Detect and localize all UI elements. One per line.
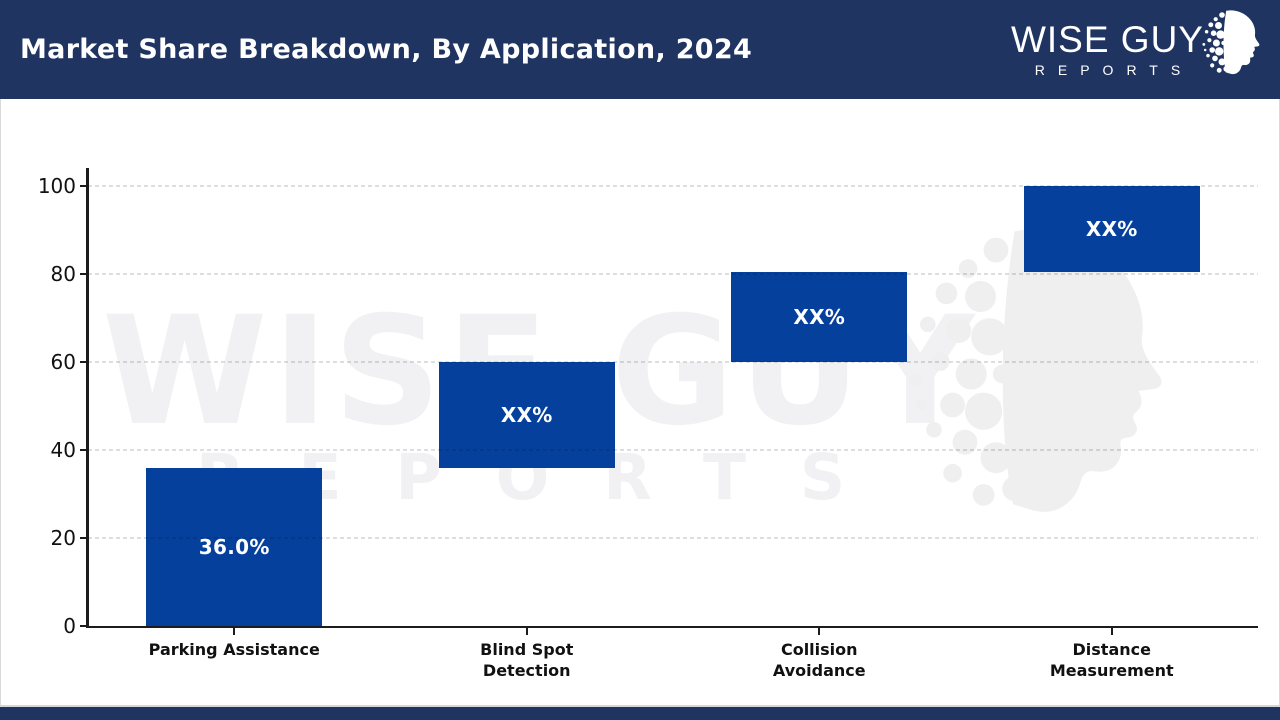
y-tick-label: 0 <box>63 614 76 638</box>
logo-wordmark: WISE GUY <box>1010 19 1204 61</box>
x-category-label: Blind Spot Detection <box>480 640 574 680</box>
bar: 36.0% <box>146 467 323 626</box>
footer-divider <box>0 705 1280 707</box>
bar-value-label: XX% <box>793 304 846 329</box>
x-tick-mark <box>1110 628 1113 635</box>
x-axis-line <box>86 625 1258 628</box>
y-tick-label: 40 <box>50 438 76 462</box>
x-category-label: Collision Avoidance <box>772 640 866 680</box>
y-axis-line <box>86 168 89 628</box>
y-tick-mark <box>80 185 88 187</box>
y-gridline <box>88 273 1258 275</box>
y-gridline <box>88 449 1258 451</box>
logo-subtext: REPORTS <box>1034 61 1194 78</box>
x-tick-mark <box>233 628 236 635</box>
x-tick-mark <box>818 628 821 635</box>
bar-value-label: 36.0% <box>198 534 270 559</box>
y-tick-label: 20 <box>50 526 76 550</box>
y-tick-mark <box>80 361 88 363</box>
y-tick-mark <box>80 273 88 275</box>
y-gridline <box>88 537 1258 539</box>
page-title: Market Share Breakdown, By Application, … <box>20 34 753 65</box>
y-gridline <box>88 185 1258 187</box>
y-tick-label: 100 <box>37 174 76 198</box>
y-gridline <box>88 361 1258 363</box>
bar-value-label: XX% <box>500 402 553 427</box>
bar: XX% <box>1023 186 1200 272</box>
y-tick-label: 60 <box>50 350 76 374</box>
brand-logo: WISE GUY REPORTS <box>1011 8 1264 85</box>
y-tick-mark <box>80 537 88 539</box>
footer-bar <box>0 707 1280 720</box>
x-category-label: Parking Assistance <box>148 640 320 659</box>
bar: XX% <box>731 271 908 362</box>
bar-value-label: XX% <box>1085 216 1138 241</box>
header: Market Share Breakdown, By Application, … <box>0 0 1280 99</box>
x-category-label: Distance Measurement <box>1049 640 1174 680</box>
y-tick-mark <box>80 449 88 451</box>
y-tick-label: 80 <box>50 262 76 286</box>
y-tick-mark <box>80 625 88 627</box>
bar: XX% <box>438 362 615 468</box>
x-tick-mark <box>525 628 528 635</box>
